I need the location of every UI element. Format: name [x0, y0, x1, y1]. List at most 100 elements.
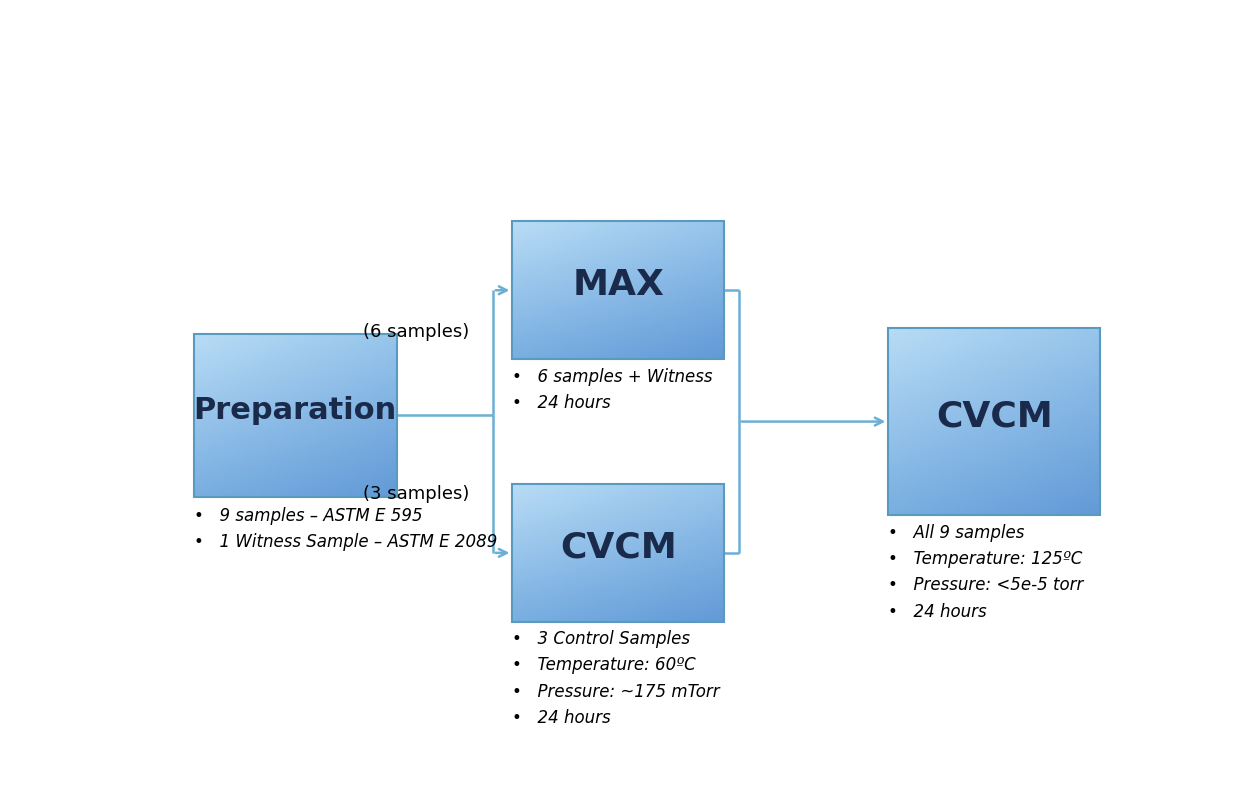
- Bar: [255, 413, 259, 416]
- Bar: [699, 496, 704, 498]
- Bar: [1082, 496, 1087, 500]
- Bar: [611, 224, 616, 227]
- Bar: [393, 388, 398, 392]
- Bar: [678, 354, 683, 358]
- Bar: [1015, 356, 1020, 359]
- Bar: [605, 513, 608, 517]
- Bar: [221, 453, 225, 457]
- Bar: [1065, 371, 1070, 375]
- Bar: [200, 450, 205, 453]
- Bar: [1069, 346, 1074, 350]
- Bar: [537, 332, 541, 334]
- Bar: [693, 491, 697, 494]
- Bar: [248, 442, 253, 445]
- Bar: [559, 537, 562, 539]
- Bar: [1057, 487, 1062, 491]
- Bar: [693, 493, 697, 496]
- Bar: [275, 472, 280, 475]
- Bar: [261, 474, 266, 478]
- Bar: [547, 329, 552, 333]
- Bar: [336, 353, 340, 356]
- Bar: [615, 521, 620, 523]
- Bar: [597, 590, 602, 592]
- Bar: [516, 350, 520, 353]
- Bar: [1015, 412, 1020, 416]
- Bar: [923, 424, 928, 428]
- Bar: [218, 385, 221, 388]
- Bar: [526, 504, 531, 508]
- Bar: [703, 318, 708, 320]
- Bar: [530, 507, 535, 509]
- Bar: [530, 488, 535, 491]
- Bar: [547, 603, 552, 606]
- Bar: [597, 249, 602, 252]
- Bar: [198, 423, 202, 427]
- Bar: [534, 341, 537, 344]
- Bar: [211, 348, 215, 351]
- Bar: [569, 534, 573, 537]
- Bar: [322, 405, 327, 408]
- Bar: [519, 587, 524, 590]
- Bar: [601, 557, 605, 560]
- Bar: [379, 361, 384, 364]
- Bar: [302, 401, 306, 405]
- Bar: [346, 413, 351, 416]
- Bar: [551, 582, 556, 586]
- Bar: [661, 512, 666, 514]
- Bar: [194, 466, 198, 470]
- Bar: [668, 263, 672, 266]
- Bar: [360, 334, 363, 337]
- Bar: [316, 345, 320, 348]
- Bar: [1026, 427, 1030, 431]
- Bar: [917, 493, 921, 497]
- Bar: [714, 615, 718, 617]
- Bar: [899, 512, 903, 516]
- Bar: [632, 577, 637, 581]
- Bar: [516, 576, 520, 578]
- Bar: [703, 268, 708, 270]
- Bar: [931, 444, 935, 447]
- Bar: [282, 405, 286, 408]
- Bar: [328, 367, 333, 370]
- Bar: [693, 270, 697, 272]
- Bar: [590, 537, 595, 539]
- Bar: [718, 573, 722, 576]
- Bar: [998, 453, 1003, 457]
- Bar: [632, 341, 637, 344]
- Bar: [513, 543, 516, 547]
- Bar: [559, 496, 562, 498]
- Bar: [923, 453, 928, 457]
- Bar: [326, 464, 330, 467]
- Bar: [632, 527, 637, 530]
- Bar: [336, 450, 340, 453]
- Bar: [309, 491, 313, 494]
- Bar: [387, 377, 391, 380]
- Bar: [583, 272, 587, 275]
- Bar: [896, 378, 899, 381]
- Bar: [699, 277, 704, 280]
- Bar: [200, 464, 205, 467]
- Bar: [211, 440, 215, 443]
- Bar: [318, 415, 323, 418]
- Bar: [373, 434, 377, 437]
- Bar: [618, 486, 623, 489]
- Bar: [318, 434, 323, 437]
- Bar: [636, 338, 641, 341]
- Bar: [1079, 334, 1084, 337]
- Bar: [530, 546, 535, 548]
- Bar: [569, 247, 573, 250]
- Bar: [387, 369, 391, 372]
- Bar: [703, 509, 708, 512]
- Bar: [605, 231, 608, 234]
- Bar: [601, 525, 605, 528]
- Bar: [707, 573, 712, 576]
- Bar: [586, 493, 591, 496]
- Bar: [389, 377, 394, 380]
- Bar: [544, 607, 549, 611]
- Bar: [200, 421, 205, 424]
- Bar: [651, 290, 654, 294]
- Bar: [647, 564, 651, 567]
- Bar: [565, 525, 570, 528]
- Bar: [605, 341, 608, 344]
- Bar: [519, 309, 524, 311]
